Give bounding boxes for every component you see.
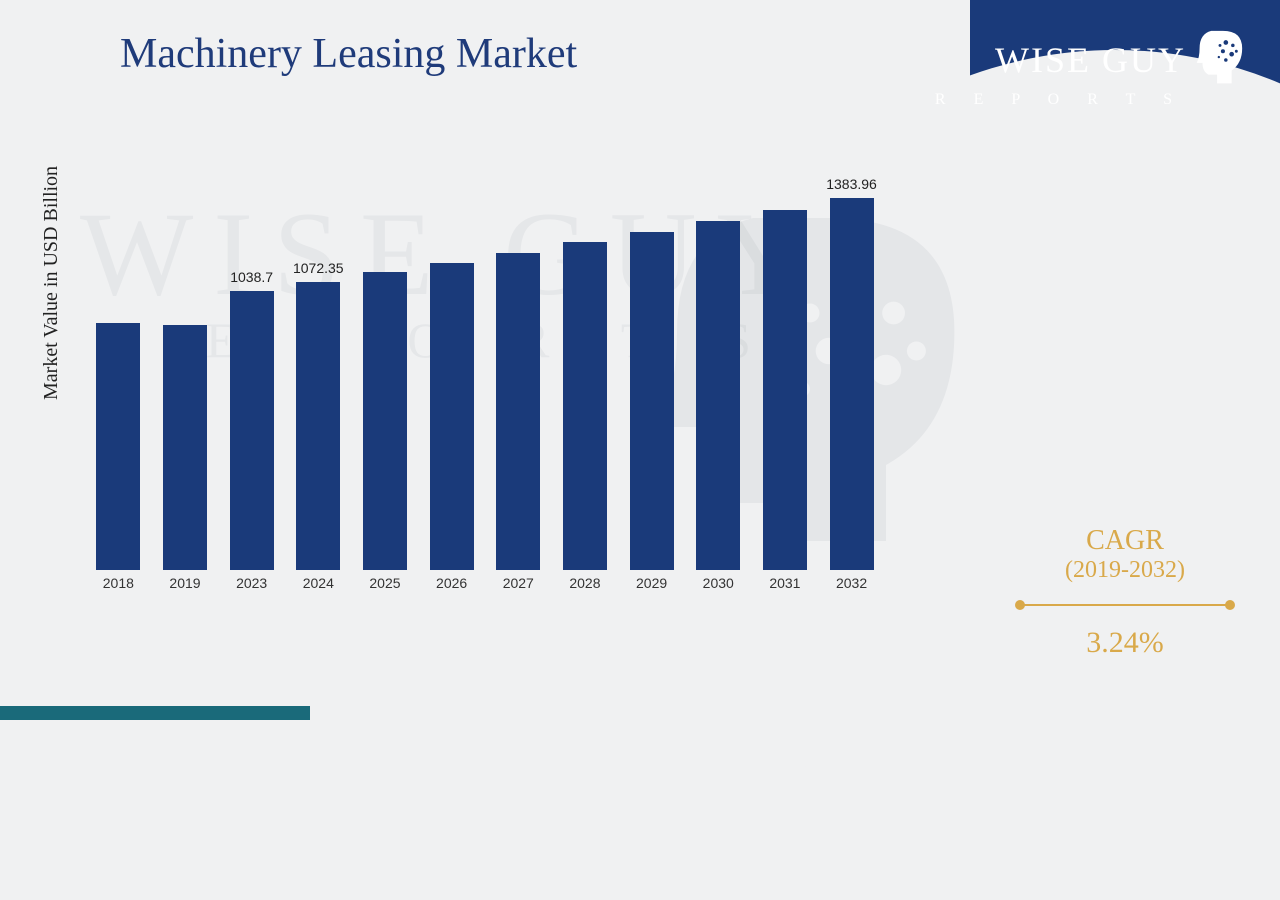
cagr-label: CAGR [1000,525,1250,557]
bar-wrap: 1038.7 [222,269,282,570]
x-tick-label: 2024 [288,575,348,600]
bar [830,198,874,570]
bar [496,253,540,570]
bar-wrap [155,303,215,570]
bar-wrap [755,188,815,570]
bars-container: 1038.7 1072.35 1383.96 [85,160,885,570]
bar [363,272,407,570]
bar-wrap [488,231,548,570]
logo-main-row: WISE GUY [935,25,1250,95]
bar [230,291,274,570]
bar-wrap: 1383.96 [822,176,882,570]
bar [763,210,807,570]
x-tick-label: 2028 [555,575,615,600]
bar-wrap [88,301,148,570]
bar-chart: 1038.7 1072.35 1383.96 2018 2019 20232024 202… [85,160,885,600]
main-area: Machinery Leasing Market WISE GUY R E P … [0,0,970,720]
bar-value-label: 1072.35 [293,260,344,278]
bar [96,323,140,570]
bar [696,221,740,570]
x-tick-label: 2029 [622,575,682,600]
x-tick-label: 2023 [222,575,282,600]
bar-value-label: 1038.7 [230,269,273,287]
cagr-value: 3.24% [1000,626,1250,660]
bottom-accent-bar [0,706,310,720]
y-axis-label: Market Value in USD Billion [40,166,63,400]
bar-value-label: 1383.96 [826,176,877,194]
x-tick-label: 2030 [688,575,748,600]
x-tick-label: 2027 [488,575,548,600]
x-tick-label: 2025 [355,575,415,600]
x-tick-label: 2031 [755,575,815,600]
x-tick-label: 2032 [822,575,882,600]
x-labels-container: 2018 2019 20232024 2025 20262027 2028 20292030… [85,575,885,600]
bar-wrap [422,241,482,570]
bar [563,242,607,570]
logo: WISE GUY R E P O R T S [935,25,1250,109]
bar-wrap [688,199,748,570]
x-tick-label: 2018 [88,575,148,600]
bar [296,282,340,570]
head-icon [1190,25,1250,95]
logo-sub-text: R E P O R T S [935,91,1184,109]
x-tick-label: 2019 [155,575,215,600]
chart-title: Machinery Leasing Market [120,30,577,78]
cagr-divider [1020,604,1230,606]
cagr-box: CAGR (2019-2032) 3.24% [1000,525,1250,660]
bar [430,263,474,570]
cagr-period: (2019-2032) [1000,557,1250,584]
bar-wrap: 1072.35 [288,260,348,570]
bar [163,325,207,570]
logo-main-text: WISE GUY [995,39,1186,81]
x-tick-label: 2026 [422,575,482,600]
bar-wrap [622,210,682,570]
bar-wrap [555,220,615,570]
bar [630,232,674,570]
bar-wrap [355,250,415,570]
